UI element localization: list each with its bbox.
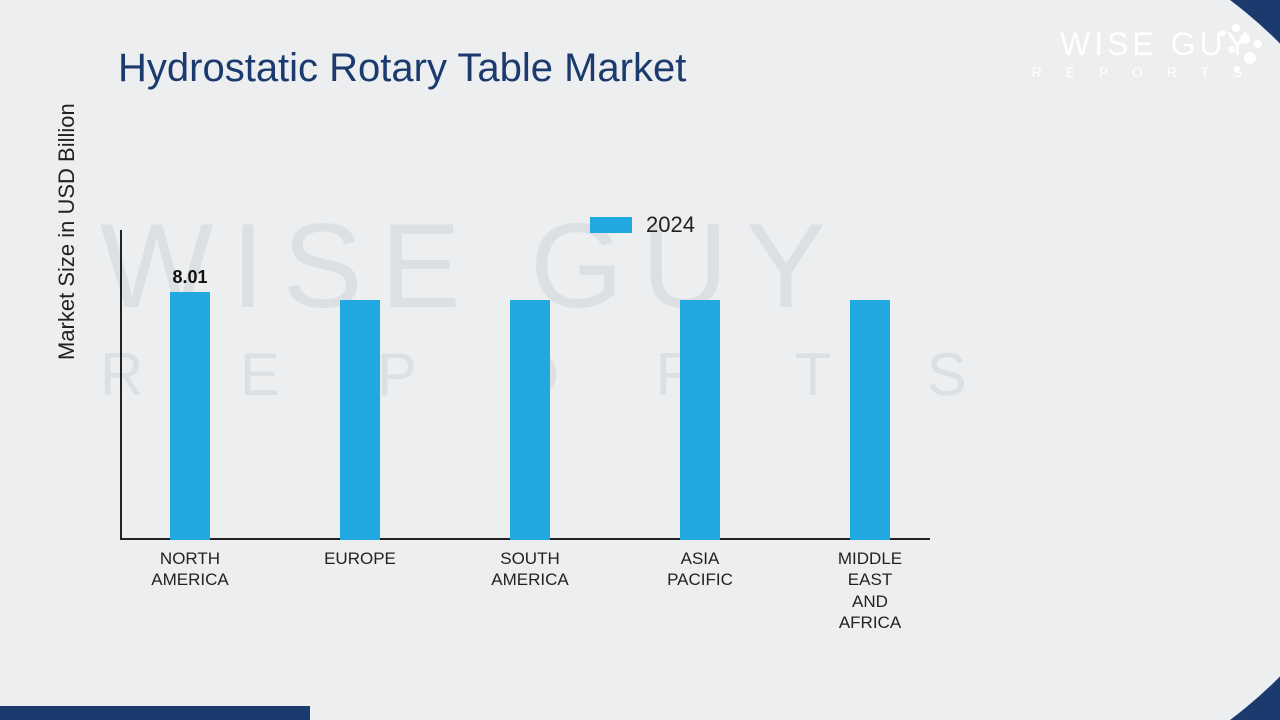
bar <box>680 300 720 540</box>
logo-dots-icon <box>1214 22 1274 82</box>
x-axis-label: MIDDLEEASTANDAFRICA <box>805 548 935 633</box>
bar <box>510 300 550 540</box>
chart-legend: 2024 <box>590 212 695 238</box>
x-axis-label: SOUTHAMERICA <box>465 548 595 591</box>
bar-group <box>510 300 550 540</box>
bar-chart: 2024 8.01 NORTHAMERICA EUROPE SOUTHAMERICA… <box>100 150 930 610</box>
bar <box>340 300 380 540</box>
bar-group <box>340 300 380 540</box>
bar <box>170 292 210 540</box>
brand-logo: WISE GUY R E P O R T S <box>1032 28 1252 80</box>
bar-group <box>850 300 890 540</box>
chart-title: Hydrostatic Rotary Table Market <box>118 46 686 91</box>
x-axis-label: EUROPE <box>295 548 425 569</box>
y-axis-label: Market Size in USD Billion <box>54 103 80 360</box>
x-axis-label: NORTHAMERICA <box>125 548 255 591</box>
bars-container: 8.01 <box>120 230 930 540</box>
bar-value-label: 8.01 <box>172 267 207 288</box>
page-root: WISE GUY R E P O R T S Hydrostatic Rotar… <box>0 0 1280 720</box>
legend-label: 2024 <box>646 212 695 238</box>
bottom-accent-bar <box>0 706 310 720</box>
bar-group: 8.01 <box>170 292 210 540</box>
bar <box>850 300 890 540</box>
x-axis-label: ASIAPACIFIC <box>635 548 765 591</box>
bar-group <box>680 300 720 540</box>
legend-swatch <box>590 217 632 233</box>
